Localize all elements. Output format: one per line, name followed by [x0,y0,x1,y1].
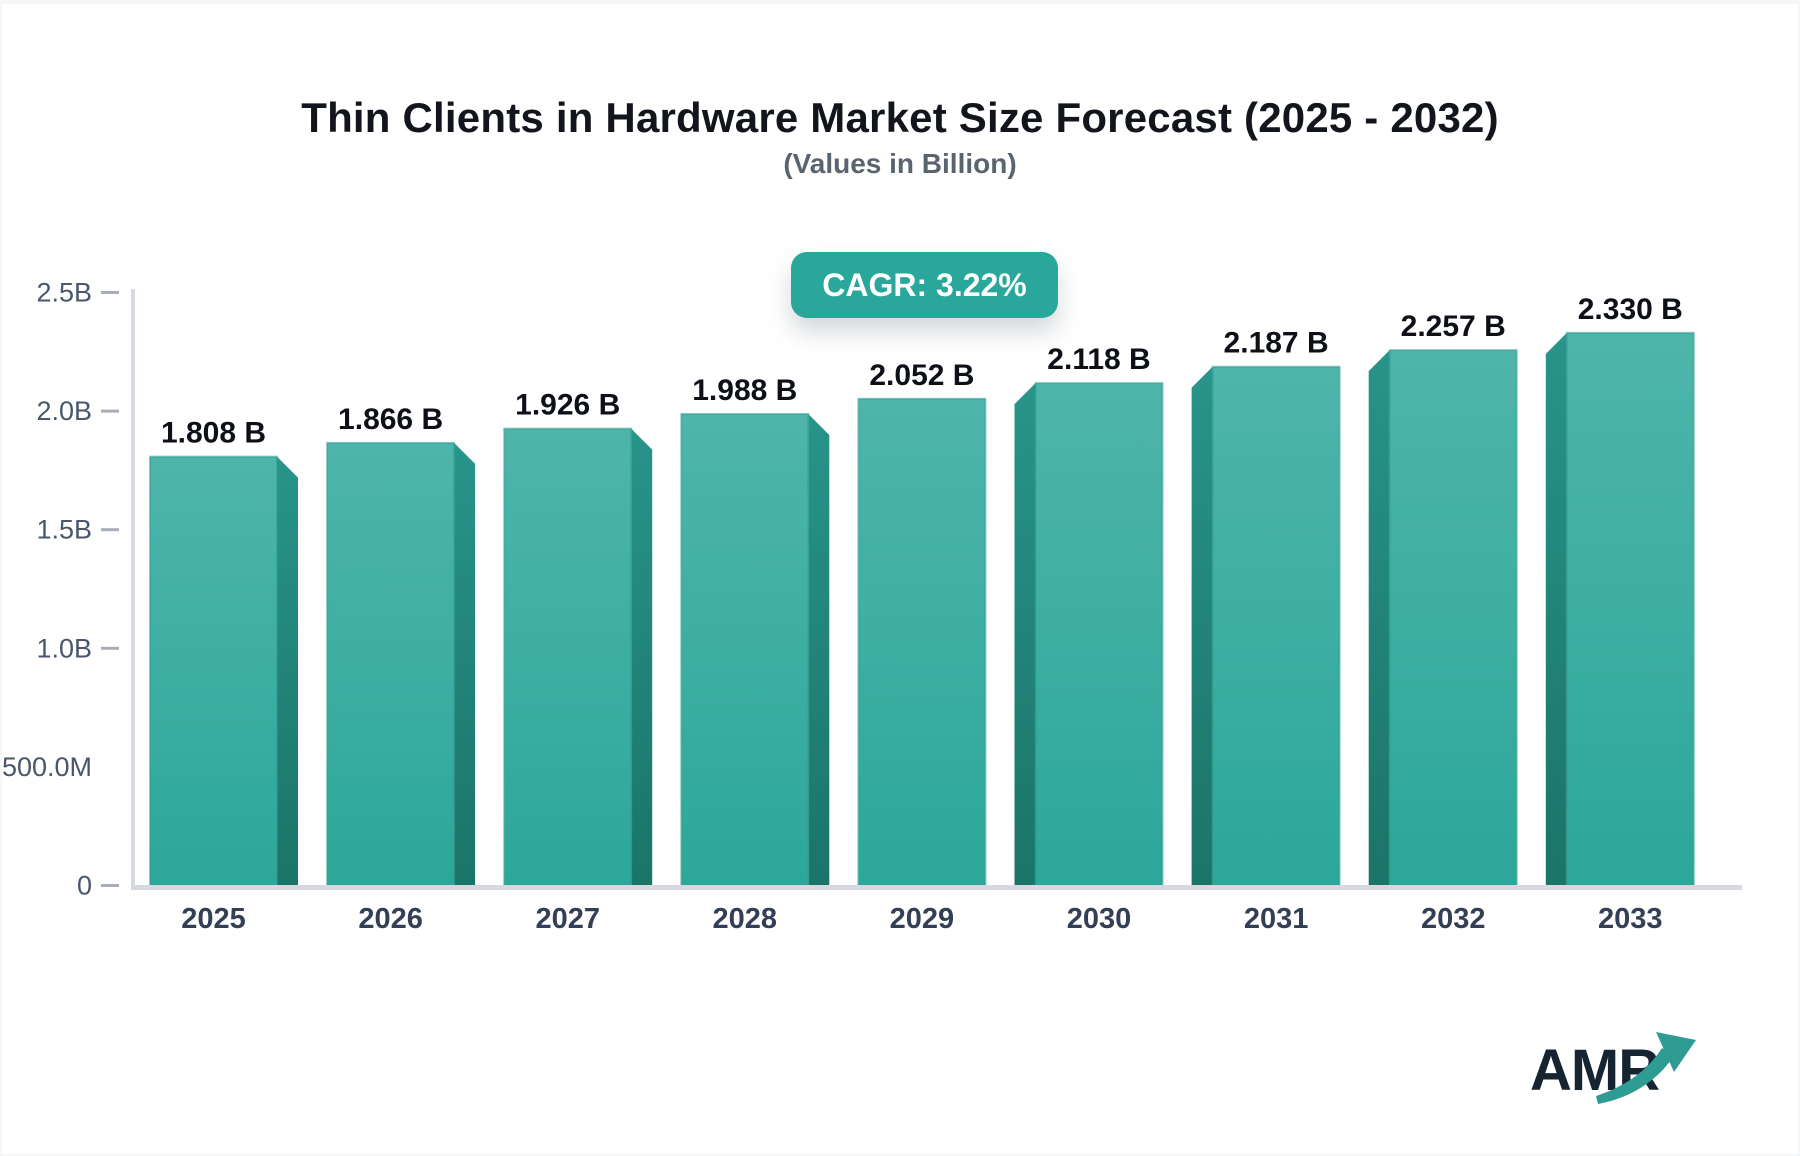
y-tick-label-0: 0 [77,871,92,901]
y-tick-mark-2.0B [101,409,119,413]
bar-front-2033[interactable] [1565,331,1695,887]
amr-logo: AMR [1530,1032,1720,1142]
x-axis-label-2027: 2027 [535,903,600,935]
bar-front-2030[interactable] [1034,382,1164,887]
cagr-badge-label: CAGR: 3.22% [822,266,1027,303]
y-tick-label-500.0M: 500.0M [2,752,92,782]
bar-value-label-2029: 2.052 B [869,359,974,392]
x-axis-label-2030: 2030 [1067,903,1132,935]
bar-value-label-2030: 2.118 B [1047,343,1150,376]
bar-front-2026[interactable] [326,441,456,887]
x-axis-label-2031: 2031 [1244,903,1309,935]
bar-value-label-2031: 2.187 B [1224,327,1329,360]
chart-subtitle: (Values in Billion) [783,148,1017,179]
x-axis-label-2028: 2028 [713,903,778,935]
bar-side-2033 [1545,332,1567,886]
logo-arrow-icon [1596,1032,1696,1104]
y-tick-label-1.5B: 1.5B [36,515,92,545]
bar-side-2030 [1014,383,1036,886]
bar-value-label-2026: 1.866 B [338,403,443,436]
y-tick-label-2.0B: 2.0B [36,396,92,426]
bar-value-label-2027: 1.926 B [515,389,620,422]
bar-front-2028[interactable] [680,412,810,887]
x-axis-label-2026: 2026 [358,903,423,935]
x-axis-label-2033: 2033 [1598,903,1663,935]
bar-front-2031[interactable] [1211,365,1341,887]
chart-title: Thin Clients in Hardware Market Size For… [301,94,1499,141]
bar-front-2032[interactable] [1388,349,1518,887]
cagr-badge: CAGR: 3.22% [791,252,1058,318]
y-tick-mark-1.5B [101,528,119,532]
x-axis-line [131,885,1742,890]
bar-side-2032 [1368,350,1390,886]
y-tick-mark-1.0B [101,646,119,650]
bar-side-2031 [1191,366,1213,886]
bar-value-label-2025: 1.808 B [161,417,266,450]
x-axis-label-2032: 2032 [1421,903,1486,935]
y-tick-mark-2.5B [101,291,119,294]
x-axis-label-2025: 2025 [181,903,246,935]
amr-logo-text: AMR [1530,1038,1660,1103]
bar-front-2027[interactable] [503,427,633,887]
bar-side-2027 [631,428,653,886]
bar-front-2025[interactable] [149,455,278,887]
bar-side-2026 [454,442,476,886]
y-axis-line [131,289,135,889]
bar-side-2025 [277,456,298,886]
x-axis-label-2029: 2029 [890,903,955,935]
bar-side-2028 [808,413,830,886]
bar-front-2029[interactable] [857,397,987,887]
bar-value-label-2033: 2.330 B [1578,293,1683,326]
y-tick-label-1.0B: 1.0B [36,633,92,663]
bar-value-label-2028: 1.988 B [692,374,797,407]
y-tick-mark-0 [101,884,119,887]
y-tick-label-2.5B: 2.5B [36,278,92,308]
bar-value-label-2032: 2.257 B [1401,310,1506,343]
